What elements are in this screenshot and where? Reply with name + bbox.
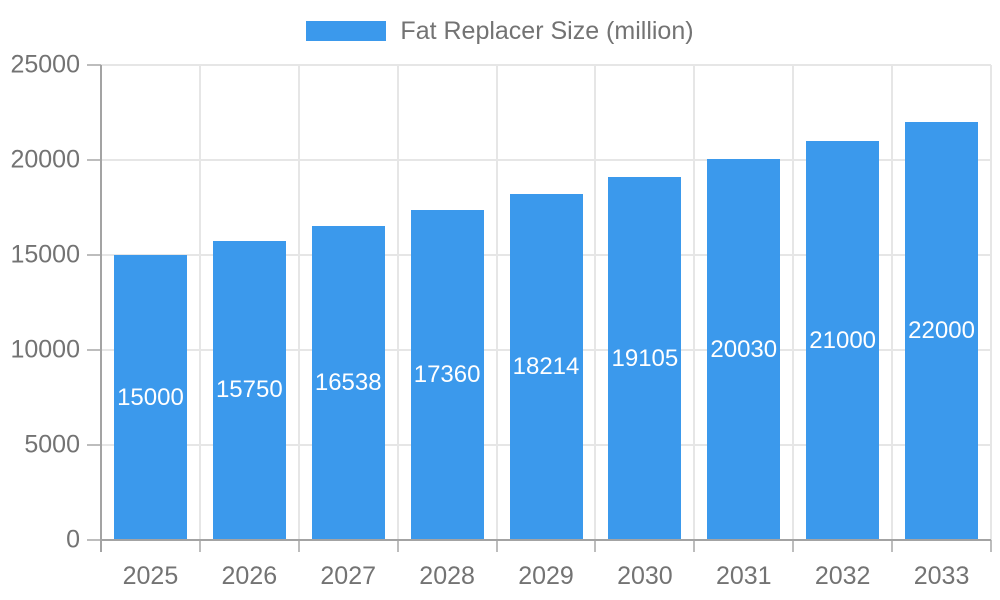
x-axis-tick	[297, 540, 300, 552]
y-axis-label: 15000	[10, 240, 80, 269]
bar-2030	[608, 177, 682, 540]
legend[interactable]: Fat Replacer Size (million)	[0, 16, 1000, 46]
gridline-vertical	[594, 65, 597, 540]
y-axis-tick	[87, 254, 101, 256]
x-axis-tick	[198, 540, 201, 552]
gridline-horizontal	[101, 159, 991, 161]
y-axis-label: 0	[66, 525, 80, 554]
gridline-horizontal	[101, 64, 991, 66]
x-axis-label: 2028	[419, 562, 475, 590]
x-axis-label: 2030	[617, 562, 673, 590]
gridline-vertical	[792, 65, 795, 540]
x-axis-label: 2032	[814, 562, 871, 590]
x-axis-label: 2033	[913, 562, 970, 590]
bar-2029	[509, 193, 583, 540]
gridline-vertical	[495, 65, 498, 540]
y-axis-tick	[87, 349, 101, 351]
bar-value-label: 15000	[117, 383, 184, 411]
x-axis-tick	[792, 540, 795, 552]
bar-value-label: 22000	[908, 317, 975, 344]
gridline-vertical	[396, 65, 399, 540]
bar-2025	[113, 255, 187, 540]
y-axis-label: 25000	[10, 50, 80, 79]
bar-2033	[905, 122, 979, 540]
x-axis-tick	[693, 540, 696, 552]
gridline-vertical	[198, 65, 201, 540]
gridline-vertical	[990, 65, 992, 540]
gridline-vertical	[297, 65, 300, 540]
x-axis-tick	[396, 540, 399, 552]
bar-2032	[806, 141, 880, 540]
x-axis-label: 2026	[221, 562, 278, 590]
bar-value-label: 17360	[413, 361, 481, 389]
x-axis-line	[101, 539, 991, 541]
plot-area: 0 5000 10000 15000 20000 25000 15000 2025 15750 2…	[10, 52, 992, 589]
bar-value-label: 15750	[215, 376, 283, 404]
bar-2026	[212, 240, 286, 540]
y-axis-tick	[87, 159, 101, 161]
legend-swatch	[306, 21, 387, 41]
x-axis-tick	[594, 540, 597, 552]
y-axis-line	[100, 65, 102, 552]
y-axis-tick	[87, 539, 101, 541]
gridline-vertical	[891, 65, 894, 540]
bar-2028	[410, 210, 484, 540]
x-axis-label: 2027	[320, 562, 377, 590]
x-axis-tick	[495, 540, 498, 552]
y-axis-label: 10000	[10, 335, 80, 364]
x-axis-label: 2025	[122, 562, 179, 590]
x-axis-tick	[990, 540, 992, 552]
bar-value-label: 19105	[611, 344, 679, 372]
y-axis-label: 5000	[24, 430, 80, 459]
bar-2031	[707, 159, 781, 540]
y-axis-tick	[87, 64, 101, 66]
y-axis-tick	[87, 444, 101, 446]
x-axis-label: 2029	[518, 562, 574, 590]
bar-2027	[311, 225, 385, 540]
y-axis-label: 20000	[10, 145, 80, 174]
bar-value-label: 18214	[512, 352, 580, 380]
bar-value-label: 16538	[314, 368, 382, 396]
gridline-vertical	[693, 65, 696, 540]
x-axis-label: 2031	[715, 562, 772, 590]
legend-label: Fat Replacer Size (million)	[400, 17, 694, 45]
x-axis-tick	[891, 540, 894, 552]
bar-value-label: 20030	[710, 335, 778, 363]
bar-value-label: 21000	[809, 326, 877, 354]
